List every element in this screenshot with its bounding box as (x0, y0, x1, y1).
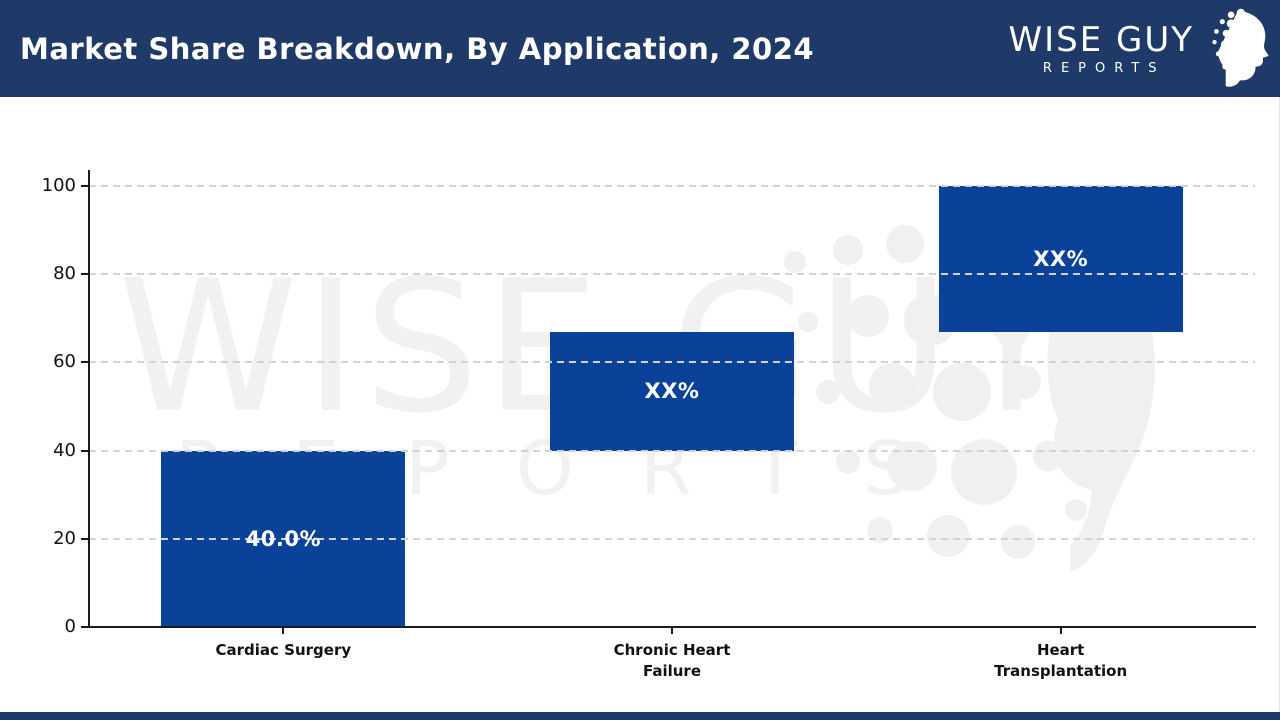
y-tick-40 (81, 449, 88, 452)
x-category-chronic-heart-failure: Chronic Heart Failure (512, 640, 832, 682)
y-tick-label-60: 60 (53, 351, 76, 373)
footer-bar (0, 712, 1280, 720)
y-tick-label-40: 40 (53, 439, 76, 461)
gridline-100 (89, 185, 1255, 187)
y-tick-20 (81, 537, 88, 540)
gridline-40 (89, 449, 1255, 452)
category-label-line: Cardiac Surgery (215, 641, 352, 659)
bar-heart-transplantation (938, 186, 1183, 332)
gridline-20 (89, 537, 1255, 540)
x-axis-line (88, 626, 1256, 628)
y-tick-0 (81, 626, 88, 628)
gridline-60 (89, 361, 1255, 364)
brand-logo-text: WISE GUY REPORTS (1008, 22, 1194, 76)
x-tick-cardiac-surgery (282, 628, 285, 634)
brand-subtitle: REPORTS (1042, 61, 1166, 76)
y-tick-60 (81, 361, 88, 364)
gridline-80 (89, 273, 1255, 276)
category-label-line: Heart (1036, 641, 1085, 659)
x-tick-chronic-heart-failure (671, 628, 673, 634)
y-tick-80 (81, 273, 88, 276)
y-tick-label-0: 0 (64, 616, 76, 637)
category-label-line: Failure (642, 662, 702, 680)
y-tick-label-100: 100 (41, 175, 76, 196)
x-tick-heart-transplantation (1059, 628, 1062, 634)
y-tick-100 (81, 185, 88, 187)
bar-chronic-heart-failure (550, 331, 794, 451)
brand-name: WISE GUY (1008, 20, 1194, 60)
brand-face-icon (1212, 8, 1269, 87)
category-label-line: Transplantation (994, 662, 1128, 680)
y-tick-label-20: 20 (53, 527, 76, 549)
value-label-heart-transplantation: XX% (1033, 246, 1089, 271)
y-tick-label-80: 80 (53, 263, 76, 285)
header-bar: Market Share Breakdown, By Application, … (0, 0, 1280, 97)
value-label-cardiac-surgery: 40.0% (245, 526, 321, 551)
x-category-heart-transplantation: Heart Transplantation (901, 640, 1221, 682)
value-label-chronic-heart-failure: XX% (644, 379, 700, 404)
page-title: Market Share Breakdown, By Application, … (20, 31, 815, 66)
category-label-line: Chronic Heart (613, 641, 731, 659)
x-category-cardiac-surgery: Cardiac Surgery (123, 640, 443, 661)
brand-logo: WISE GUY REPORTS (1008, 6, 1272, 92)
y-axis-line (88, 170, 90, 628)
